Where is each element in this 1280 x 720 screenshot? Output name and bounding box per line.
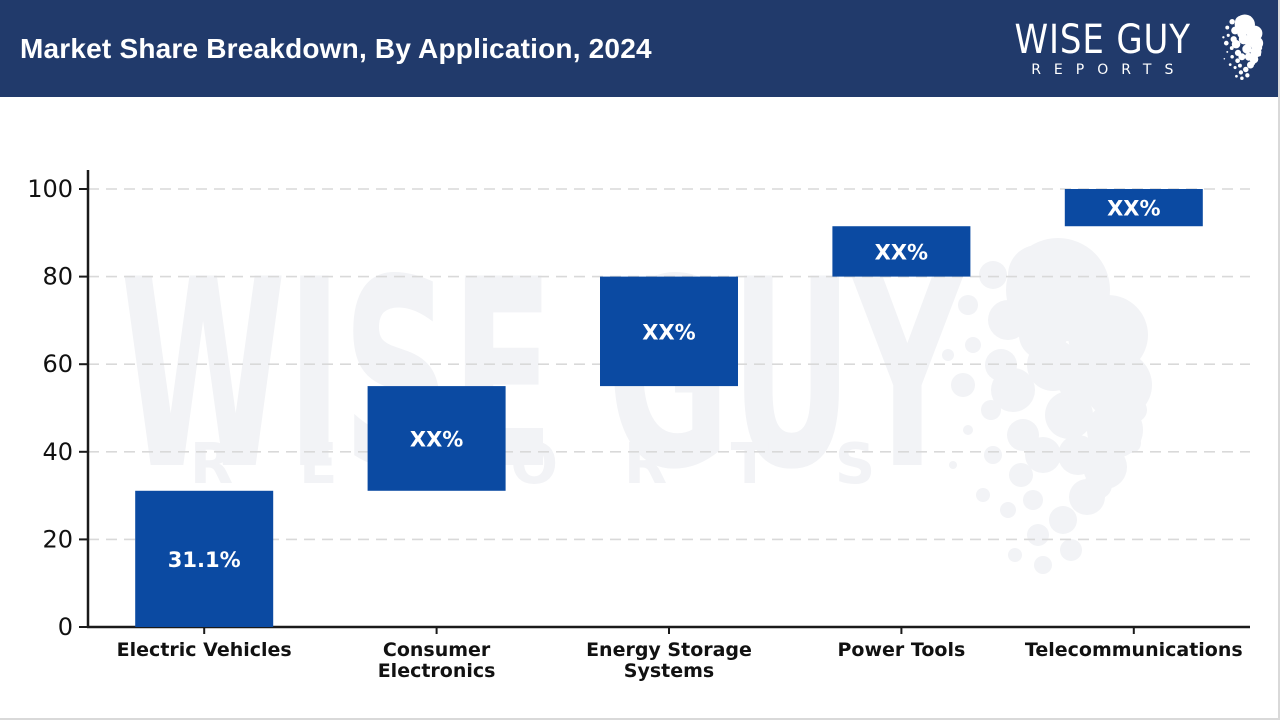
header-band: Market Share Breakdown, By Application, … xyxy=(0,0,1278,97)
bar-value-label: XX% xyxy=(875,240,928,264)
x-axis-category-label: Consumer Electronics xyxy=(378,639,496,682)
wiseguy-logo: WISE GUY REPORTS xyxy=(999,10,1268,88)
y-axis-tick-label: 60 xyxy=(42,350,73,378)
y-axis-tick-label: 0 xyxy=(58,613,73,641)
y-axis-tick-label: 80 xyxy=(42,263,73,291)
y-axis-tick-label: 40 xyxy=(42,438,73,466)
bar-value-label: 31.1% xyxy=(168,548,241,572)
logo-line2: REPORTS xyxy=(1031,62,1187,78)
x-axis-category-label: Power Tools xyxy=(838,639,966,661)
bar-value-label: XX% xyxy=(410,427,463,451)
y-axis-tick-label: 20 xyxy=(42,525,73,553)
bar-electric-vehicles xyxy=(135,490,274,627)
bar-telecommunications xyxy=(1064,189,1203,227)
x-axis-category-label: Electric Vehicles xyxy=(117,639,292,661)
logo-wordmark: WISE GUY REPORTS xyxy=(999,20,1206,77)
bar-value-label: XX% xyxy=(642,320,695,344)
logo-face-icon xyxy=(1208,10,1268,88)
bar-value-label: XX% xyxy=(1107,197,1160,221)
bar-energy-storage-systems xyxy=(600,276,738,387)
watermark-text-line1: WISE GUY xyxy=(120,225,962,527)
y-axis-tick-label: 100 xyxy=(27,175,73,203)
chart-title: Market Share Breakdown, By Application, … xyxy=(20,32,652,64)
x-axis-category-label: Energy Storage Systems xyxy=(586,639,752,682)
watermark-text-line2: REPORTS xyxy=(190,432,942,497)
x-axis-category-label: Telecommunications xyxy=(1025,639,1243,661)
logo-line1: WISE GUY xyxy=(1014,17,1191,63)
bar-consumer-electronics xyxy=(367,386,506,491)
bar-power-tools xyxy=(832,226,971,277)
